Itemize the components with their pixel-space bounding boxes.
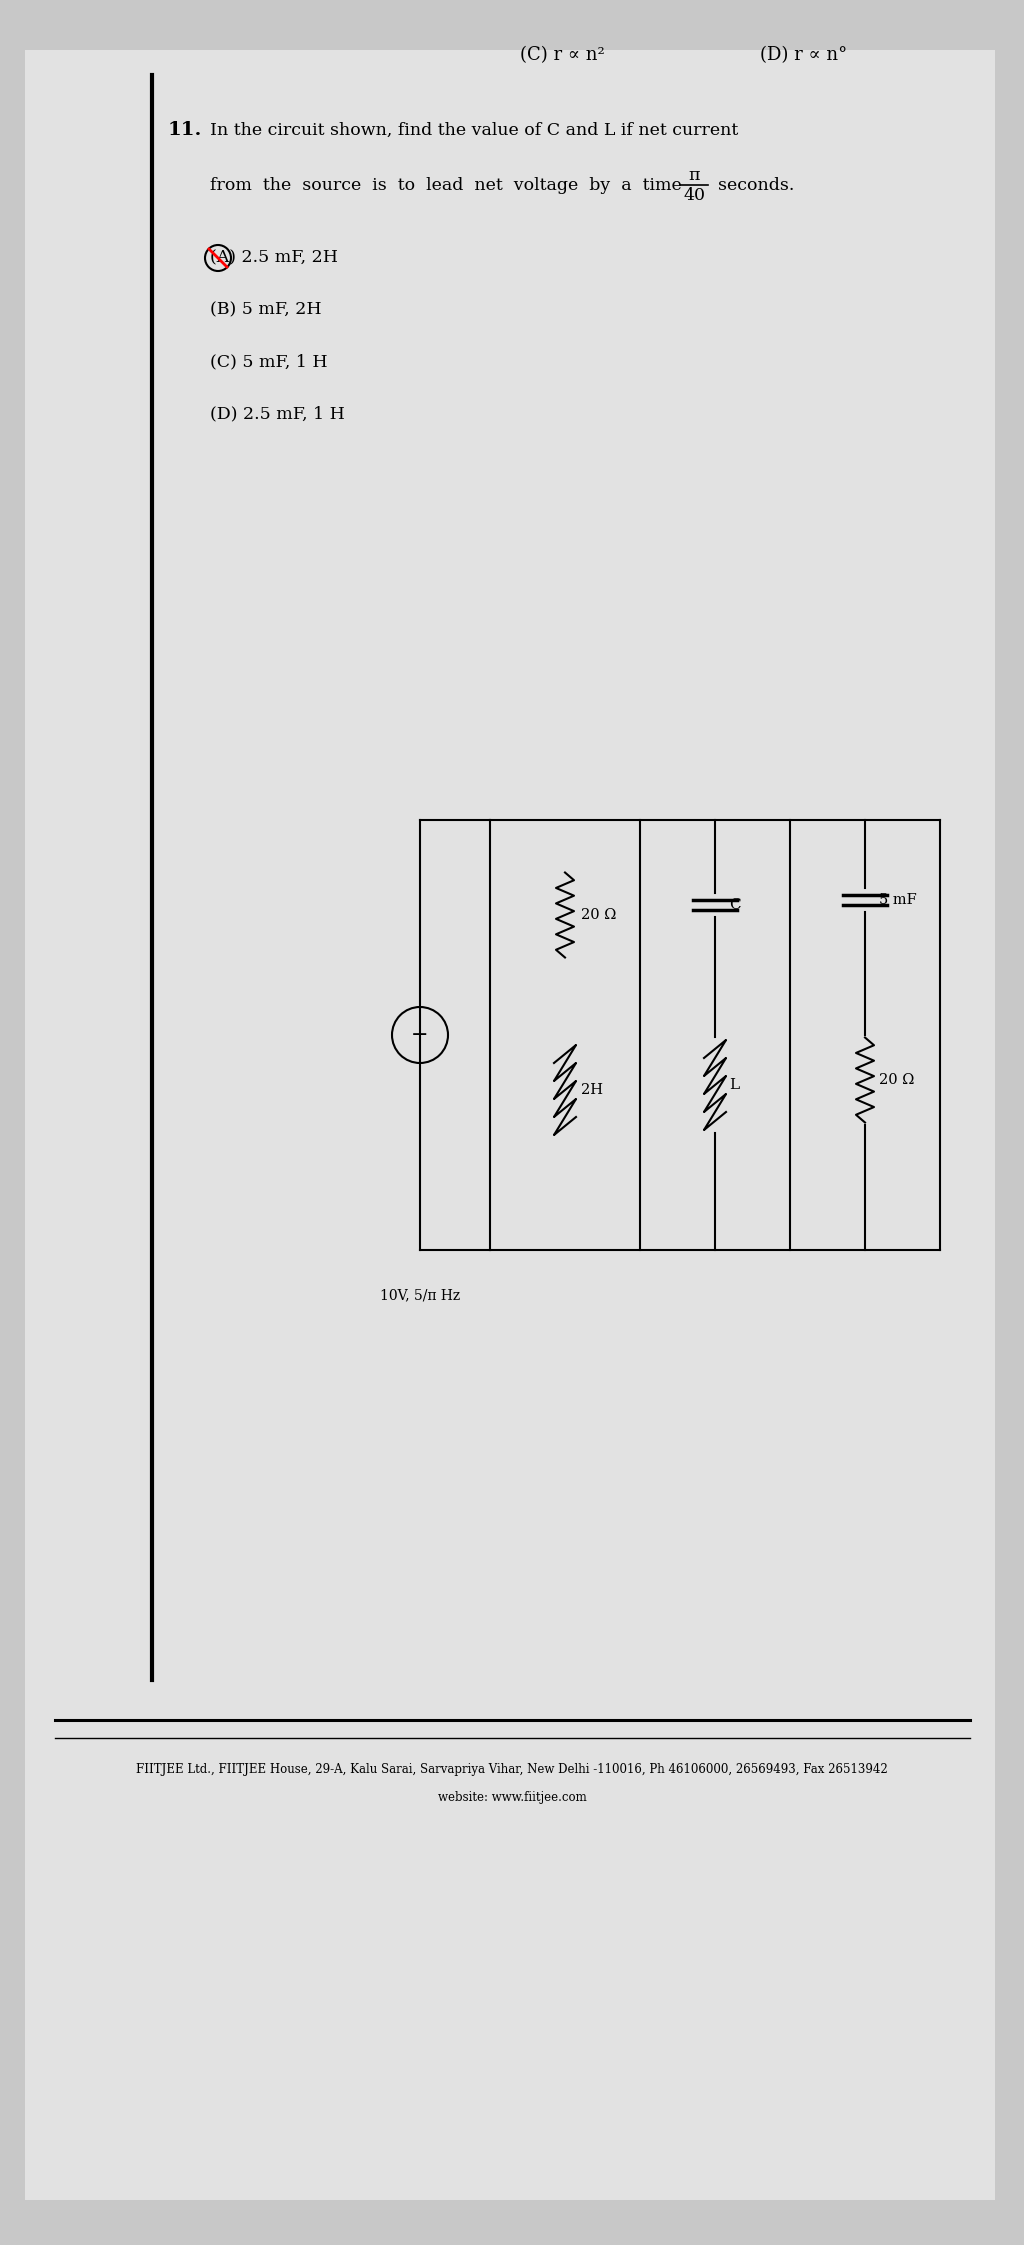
Text: 11.: 11.	[168, 121, 203, 139]
Text: seconds.: seconds.	[718, 177, 795, 193]
Text: (C) r ∝ n²: (C) r ∝ n²	[520, 45, 605, 65]
Text: (B) 5 mF, 2H: (B) 5 mF, 2H	[210, 301, 322, 319]
Text: L: L	[729, 1078, 739, 1091]
Text: website: www.fiitjee.com: website: www.fiitjee.com	[437, 1792, 587, 1805]
Text: C: C	[729, 898, 740, 911]
Text: (D) 2.5 mF, 1 H: (D) 2.5 mF, 1 H	[210, 406, 345, 422]
Text: 20 Ω: 20 Ω	[879, 1073, 914, 1087]
FancyBboxPatch shape	[25, 49, 995, 2200]
Text: −: −	[412, 1026, 429, 1044]
Text: 5 mF: 5 mF	[879, 894, 916, 907]
Text: FIITJEE Ltd., FIITJEE House, 29-A, Kalu Sarai, Sarvapriya Vihar, New Delhi -1100: FIITJEE Ltd., FIITJEE House, 29-A, Kalu …	[136, 1765, 888, 1776]
Text: 2H: 2H	[581, 1082, 603, 1098]
Text: from  the  source  is  to  lead  net  voltage  by  a  time: from the source is to lead net voltage b…	[210, 177, 682, 193]
Text: (A) 2.5 mF, 2H: (A) 2.5 mF, 2H	[210, 249, 338, 267]
Text: (C) 5 mF, 1 H: (C) 5 mF, 1 H	[210, 352, 328, 370]
Text: (D) r ∝ n°: (D) r ∝ n°	[760, 45, 847, 65]
Text: In the circuit shown, find the value of C and L if net current: In the circuit shown, find the value of …	[210, 121, 738, 139]
Text: 20 Ω: 20 Ω	[581, 907, 616, 923]
Text: 10V, 5/π Hz: 10V, 5/π Hz	[380, 1289, 460, 1302]
Text: π: π	[688, 166, 699, 184]
Text: 40: 40	[683, 189, 705, 204]
